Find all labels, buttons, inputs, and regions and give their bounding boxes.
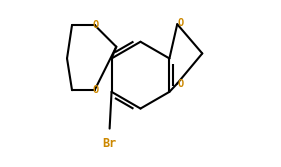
Text: O: O [177,18,183,28]
Text: O: O [92,20,99,30]
Text: O: O [177,79,183,89]
Text: Br: Br [103,137,117,150]
Text: O: O [92,85,99,95]
